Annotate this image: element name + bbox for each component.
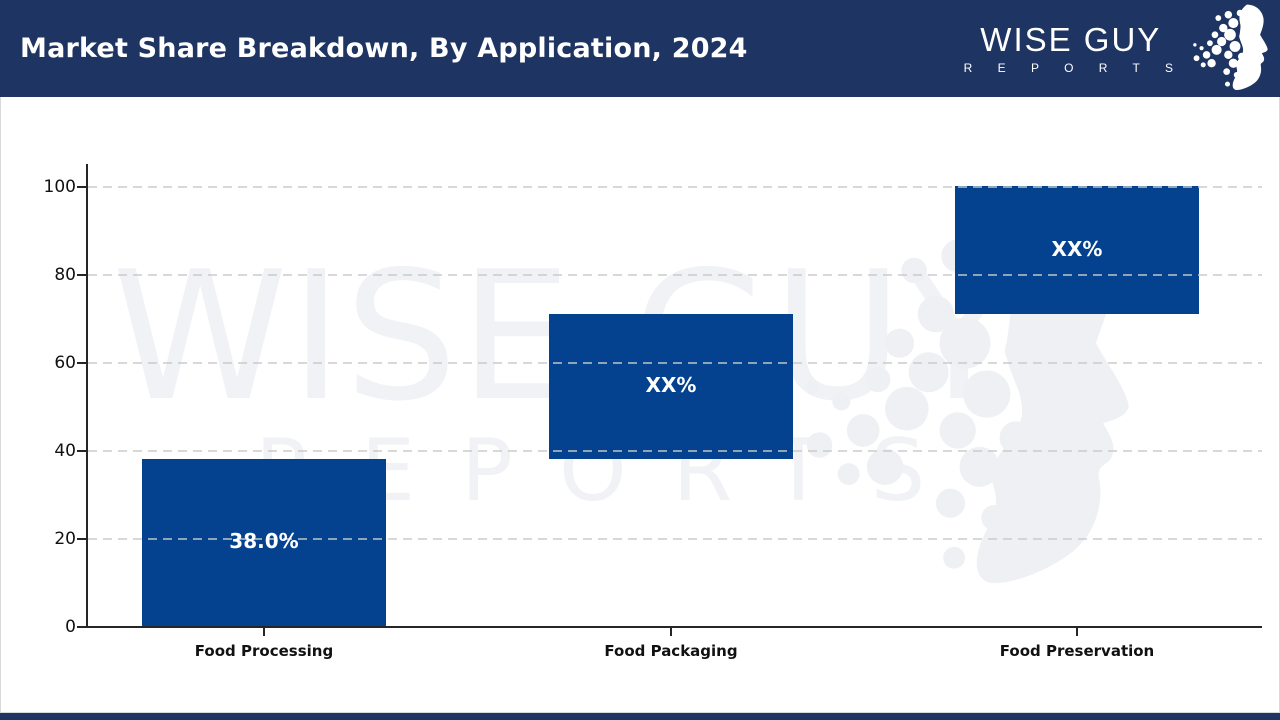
x-axis-category-label: Food Preservation: [999, 642, 1155, 660]
bar-food-preservation: [955, 186, 1199, 314]
y-axis-tick: [77, 186, 86, 188]
x-axis-line: [86, 626, 1262, 628]
x-axis-tick: [263, 628, 265, 636]
bar-food-packaging: [549, 313, 793, 459]
gridline: [88, 362, 1262, 364]
logo-wiseguy-text: WISE GUY: [980, 20, 1162, 58]
footer-bar: [0, 713, 1280, 720]
y-axis-tick: [77, 538, 86, 540]
y-axis-tick: [77, 450, 86, 452]
header-banner: Market Share Breakdown, By Application, …: [0, 0, 1280, 97]
y-axis-tick-label: 20: [54, 529, 76, 549]
y-axis-line: [86, 164, 88, 628]
y-axis-tick-label: 100: [43, 177, 76, 197]
logo-reports-text: R E P O R T S: [963, 60, 1184, 75]
gridline: [88, 450, 1262, 452]
x-axis-category-label: Food Processing: [194, 642, 334, 660]
y-axis-tick-label: 40: [54, 441, 76, 461]
y-axis-tick: [77, 274, 86, 276]
bar-value-label: 38.0%: [229, 529, 299, 554]
frame-border-bottom: [0, 712, 1280, 713]
frame-border-left: [0, 97, 1, 720]
x-axis-tick: [1076, 628, 1078, 636]
gridline: [88, 538, 1262, 540]
logo-face-icon: [1188, 3, 1272, 95]
y-axis-tick: [77, 362, 86, 364]
bar-value-label: XX%: [645, 373, 697, 398]
y-axis-tick: [77, 626, 86, 628]
gridline: [88, 274, 1262, 276]
y-axis-tick-label: 80: [54, 265, 76, 285]
gridline: [88, 186, 1262, 188]
bar-food-processing: [142, 458, 386, 626]
page-title: Market Share Breakdown, By Application, …: [20, 33, 748, 64]
x-axis-tick: [670, 628, 672, 636]
y-axis-tick-label: 60: [54, 353, 76, 373]
bar-value-label: XX%: [1051, 236, 1103, 261]
wise-guy-reports-logo: WISE GUY R E P O R T S: [958, 3, 1280, 95]
x-axis-category-label: Food Packaging: [604, 642, 738, 660]
plot-area: 0 20 40 60 80 100 38.0% Food Processing XX% Food …: [0, 97, 1280, 713]
y-axis-tick-label: 0: [65, 617, 76, 637]
